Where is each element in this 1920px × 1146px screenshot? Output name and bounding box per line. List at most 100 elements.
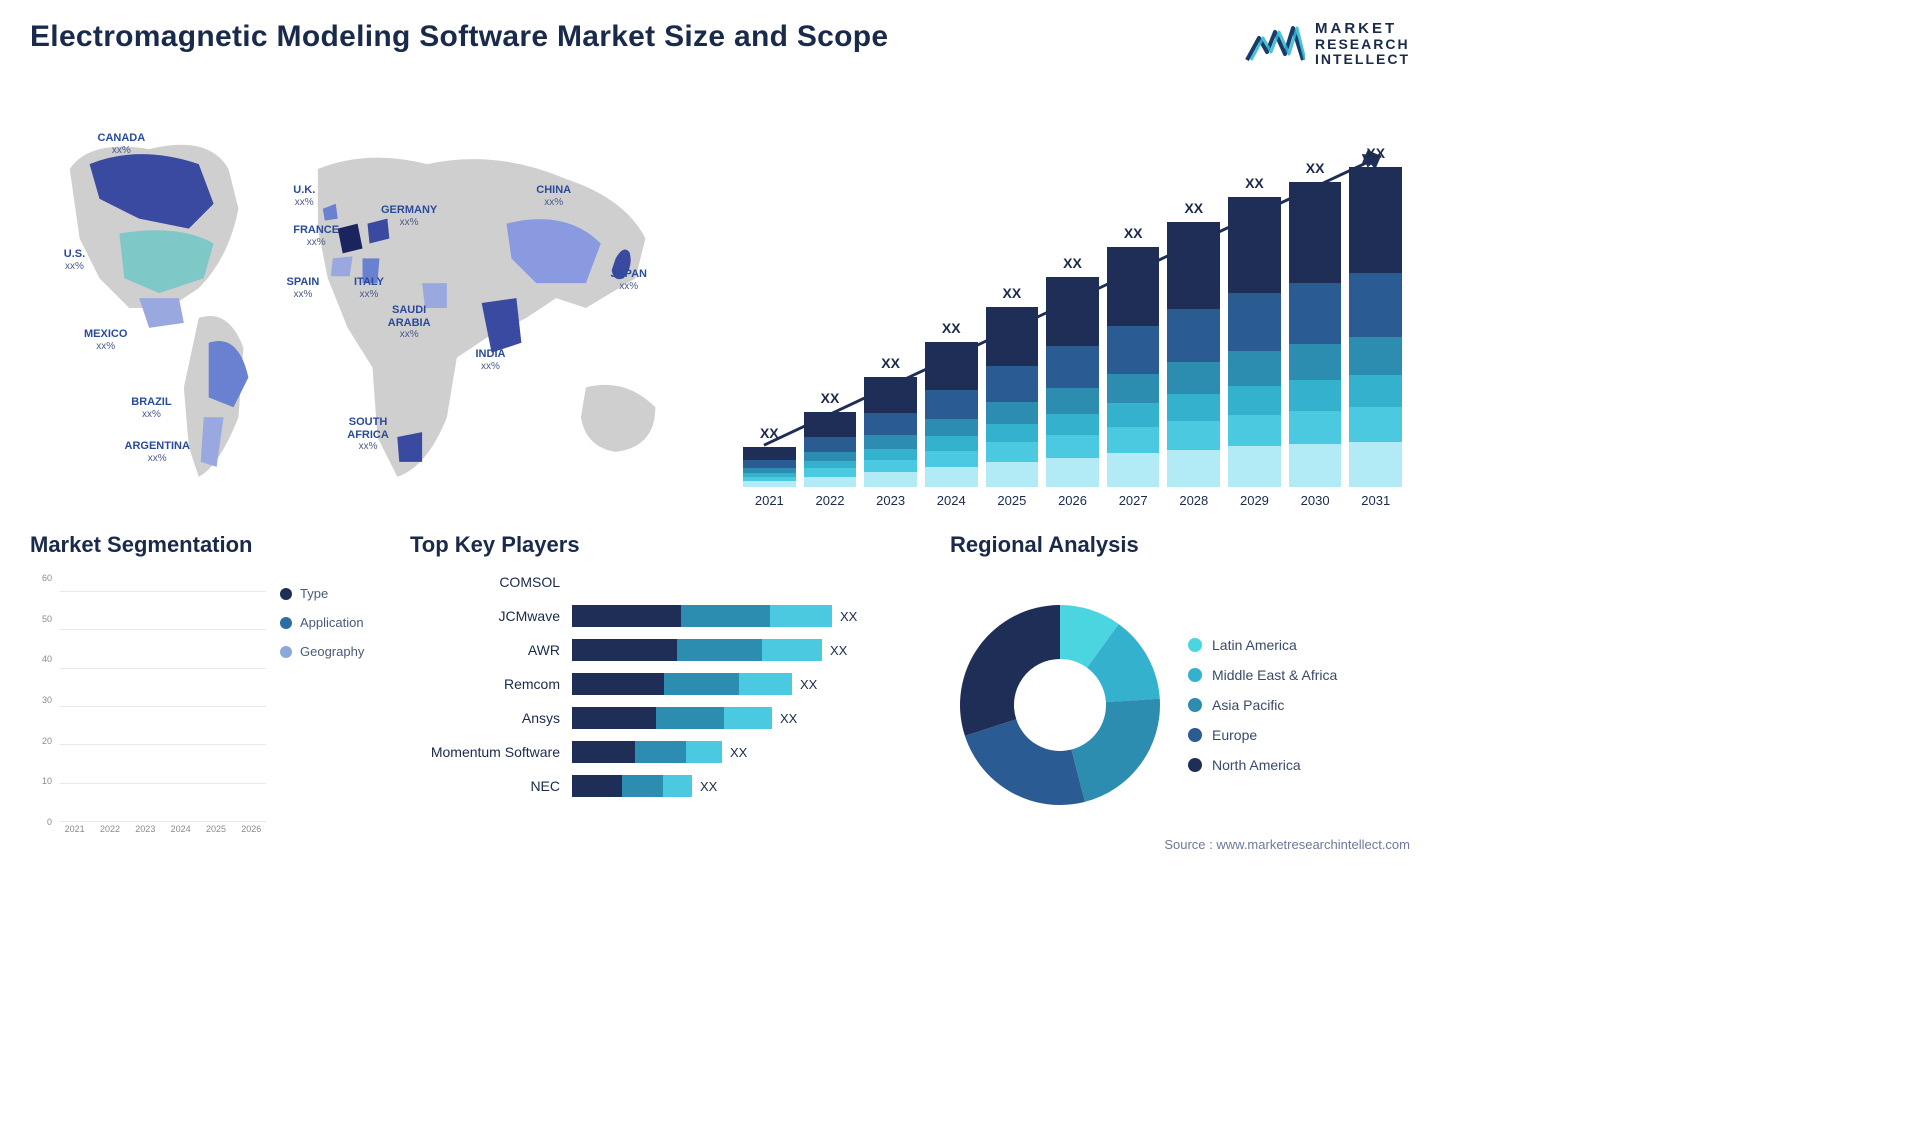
regional-legend-item: North America — [1188, 757, 1410, 773]
seg-ytick: 50 — [42, 614, 52, 624]
key-player-value: XX — [840, 609, 857, 624]
source-attribution: Source : www.marketresearchintellect.com — [1164, 837, 1410, 852]
key-player-value: XX — [780, 711, 797, 726]
map-label: JAPANxx% — [611, 268, 647, 292]
key-player-value: XX — [700, 779, 717, 794]
key-player-label: Ansys — [410, 706, 560, 730]
main-bar: XX — [1228, 197, 1281, 487]
segmentation-legend: TypeApplicationGeography — [280, 568, 390, 842]
key-player-label: JCMwave — [410, 604, 560, 628]
key-player-label: AWR — [410, 638, 560, 662]
key-player-row: XX — [572, 740, 930, 764]
page-title: Electromagnetic Modeling Software Market… — [30, 20, 888, 54]
main-xaxis-tick: 2028 — [1167, 493, 1220, 508]
map-label: CANADAxx% — [98, 132, 146, 156]
map-label: ARGENTINAxx% — [125, 440, 190, 464]
seg-xaxis-tick: 2025 — [201, 824, 230, 842]
main-bar: XX — [1289, 182, 1342, 487]
main-bar: XX — [925, 342, 978, 487]
key-player-value: XX — [730, 745, 747, 760]
main-bar-label: XX — [743, 425, 796, 441]
map-label: CHINAxx% — [536, 184, 571, 208]
logo-line3: INTELLECT — [1315, 52, 1410, 67]
header: Electromagnetic Modeling Software Market… — [30, 20, 1410, 100]
key-players-panel: Top Key Players COMSOL JCMwave AWR Remcom An… — [410, 532, 930, 842]
world-map: CANADAxx% U.S.xx% MEXICOxx% BRAZILxx% ARGENT… — [30, 108, 705, 508]
donut-slice — [1071, 699, 1160, 802]
main-bar: XX — [1046, 277, 1099, 487]
main-bar-label: XX — [864, 355, 917, 371]
logo-icon — [1245, 20, 1305, 68]
regional-title: Regional Analysis — [950, 532, 1410, 558]
seg-ytick: 20 — [42, 736, 52, 746]
seg-ytick: 0 — [47, 817, 52, 827]
main-bar-label: XX — [1046, 255, 1099, 271]
map-label: FRANCExx% — [293, 224, 339, 248]
main-bar-label: XX — [1228, 175, 1281, 191]
key-player-row: XX — [572, 604, 930, 628]
key-player-label: NEC — [410, 774, 560, 798]
key-player-label: Momentum Software — [410, 740, 560, 764]
key-players-title: Top Key Players — [410, 532, 930, 558]
logo-line1: MARKET — [1315, 21, 1410, 37]
regional-donut-chart — [950, 595, 1170, 815]
seg-ytick: 10 — [42, 776, 52, 786]
seg-xaxis-tick: 2021 — [60, 824, 89, 842]
logo-text: MARKET RESEARCH INTELLECT — [1315, 21, 1410, 66]
key-player-value: XX — [830, 643, 847, 658]
brand-logo: MARKET RESEARCH INTELLECT — [1245, 20, 1410, 68]
donut-slice — [965, 719, 1085, 805]
regional-legend-item: Middle East & Africa — [1188, 667, 1410, 683]
main-bar-label: XX — [1167, 200, 1220, 216]
map-label: ITALYxx% — [354, 276, 384, 300]
map-label: SAUDIARABIAxx% — [388, 304, 431, 341]
main-xaxis-tick: 2029 — [1228, 493, 1281, 508]
key-players-bars: XX XX XX XX XX XX — [572, 568, 930, 842]
key-player-row: XX — [572, 706, 930, 730]
map-label: MEXICOxx% — [84, 328, 127, 352]
key-player-row — [572, 570, 930, 594]
logo-line2: RESEARCH — [1315, 37, 1410, 52]
main-xaxis-tick: 2026 — [1046, 493, 1099, 508]
segmentation-title: Market Segmentation — [30, 532, 390, 558]
regional-legend-item: Latin America — [1188, 637, 1410, 653]
top-row: CANADAxx% U.S.xx% MEXICOxx% BRAZILxx% ARGENT… — [30, 108, 1410, 508]
regional-legend-item: Europe — [1188, 727, 1410, 743]
key-player-label: Remcom — [410, 672, 560, 696]
map-label: U.S.xx% — [64, 248, 85, 272]
seg-xaxis-tick: 2022 — [95, 824, 124, 842]
key-player-row: XX — [572, 638, 930, 662]
bottom-row: Market Segmentation 0102030405060 202120… — [30, 532, 1410, 842]
main-bar: XX — [1349, 167, 1402, 487]
main-bar: XX — [986, 307, 1039, 487]
seg-legend-item: Geography — [280, 644, 390, 659]
key-player-row: XX — [572, 672, 930, 696]
main-bar-label: XX — [804, 390, 857, 406]
seg-ytick: 60 — [42, 573, 52, 583]
seg-xaxis-tick: 2023 — [131, 824, 160, 842]
seg-ytick: 40 — [42, 654, 52, 664]
main-xaxis-tick: 2021 — [743, 493, 796, 508]
segmentation-chart: 0102030405060 202120222023202420252026 — [30, 568, 266, 842]
main-market-chart: XXXXXXXXXXXXXXXXXXXXXX 20212022202320242… — [735, 108, 1410, 508]
key-player-label: COMSOL — [410, 570, 560, 594]
map-label: BRAZILxx% — [131, 396, 171, 420]
main-xaxis-tick: 2031 — [1349, 493, 1402, 508]
key-player-value: XX — [800, 677, 817, 692]
map-label: GERMANYxx% — [381, 204, 437, 228]
main-bar-label: XX — [1289, 160, 1342, 176]
main-xaxis-tick: 2027 — [1107, 493, 1160, 508]
map-label: SOUTHAFRICAxx% — [347, 416, 389, 453]
regional-legend: Latin America Middle East & Africa Asia Pa… — [1188, 637, 1410, 773]
seg-xaxis-tick: 2026 — [237, 824, 266, 842]
donut-slice — [960, 605, 1060, 736]
main-bar: XX — [804, 412, 857, 487]
map-label: SPAINxx% — [287, 276, 320, 300]
regional-legend-item: Asia Pacific — [1188, 697, 1410, 713]
main-bar-label: XX — [1107, 225, 1160, 241]
seg-xaxis-tick: 2024 — [166, 824, 195, 842]
segmentation-panel: Market Segmentation 0102030405060 202120… — [30, 532, 390, 842]
main-bar: XX — [743, 447, 796, 487]
main-xaxis-tick: 2025 — [986, 493, 1039, 508]
main-xaxis-tick: 2024 — [925, 493, 978, 508]
